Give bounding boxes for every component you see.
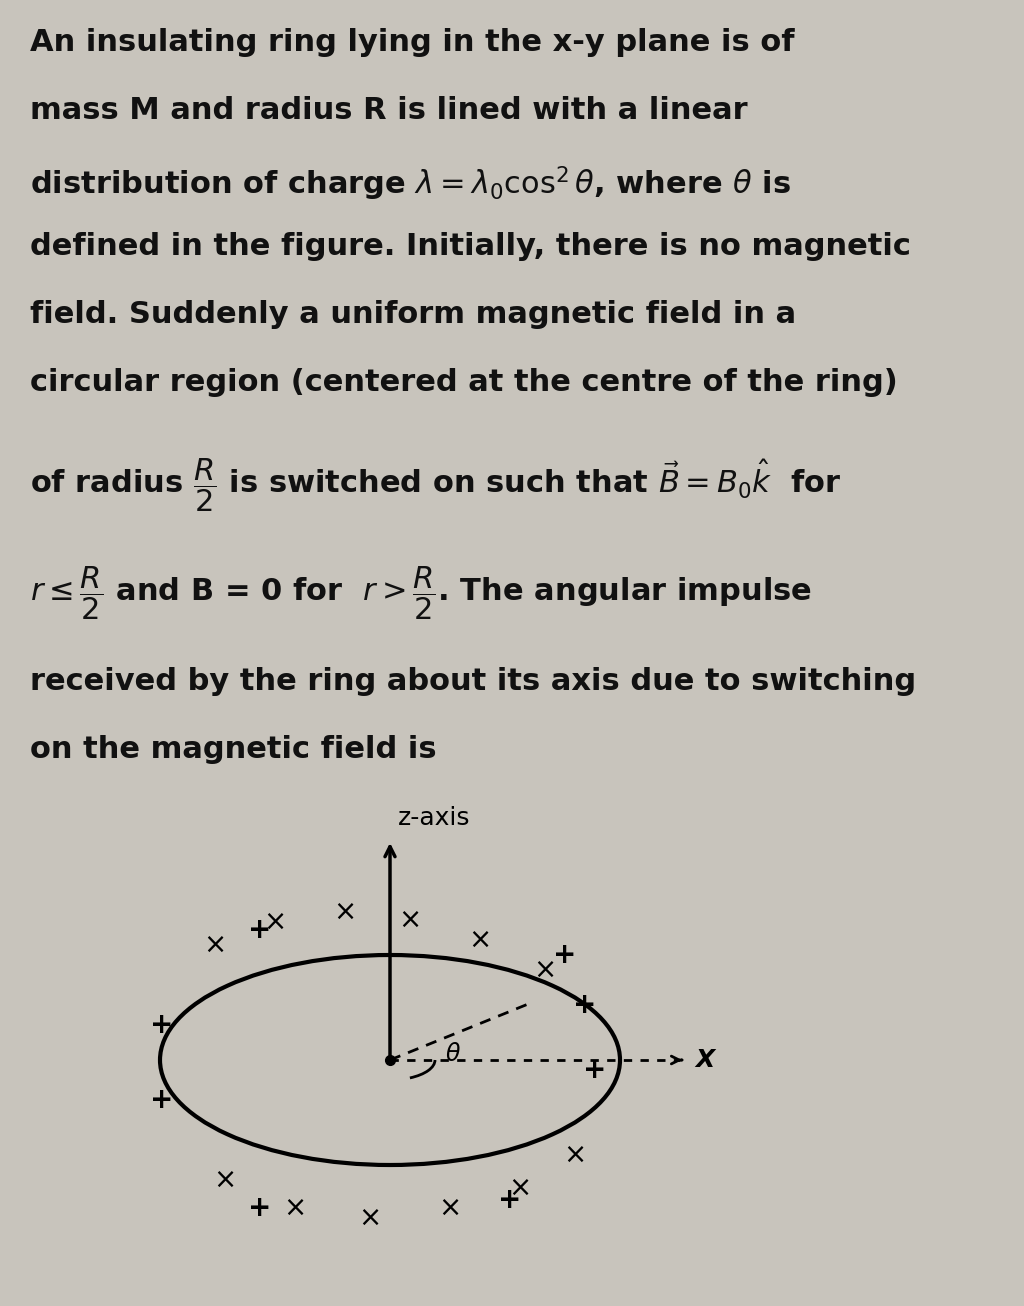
Text: +: + <box>553 942 577 969</box>
Text: +: + <box>151 1011 174 1040</box>
Text: ×: × <box>438 1194 462 1222</box>
Text: ×: × <box>204 931 226 959</box>
Text: ×: × <box>508 1174 531 1202</box>
Text: +: + <box>151 1087 174 1114</box>
Text: ×: × <box>334 899 356 926</box>
Text: ×: × <box>213 1166 237 1194</box>
Text: of radius $\dfrac{R}{2}$ is switched on such that $\vec{B} = B_0\hat{k}$  for: of radius $\dfrac{R}{2}$ is switched on … <box>30 456 842 513</box>
Text: ×: × <box>398 906 422 934</box>
Text: mass M and radius R is lined with a linear: mass M and radius R is lined with a line… <box>30 97 748 125</box>
Text: z-axis: z-axis <box>398 806 470 831</box>
Text: ×: × <box>534 956 557 983</box>
Text: defined in the figure. Initially, there is no magnetic: defined in the figure. Initially, there … <box>30 232 911 261</box>
Text: on the magnetic field is: on the magnetic field is <box>30 735 436 764</box>
Text: ×: × <box>284 1194 306 1222</box>
Text: +: + <box>248 1194 271 1222</box>
Text: circular region (centered at the centre of the ring): circular region (centered at the centre … <box>30 368 898 397</box>
Text: ×: × <box>563 1141 587 1169</box>
Text: received by the ring about its axis due to switching: received by the ring about its axis due … <box>30 667 916 696</box>
Text: field. Suddenly a uniform magnetic field in a: field. Suddenly a uniform magnetic field… <box>30 300 796 329</box>
Text: distribution of charge $\lambda = \lambda_0\cos^2\theta$, where $\theta$ is: distribution of charge $\lambda = \lambd… <box>30 165 791 202</box>
Text: +: + <box>248 916 271 944</box>
Text: ×: × <box>468 926 492 953</box>
Text: +: + <box>584 1057 606 1084</box>
Text: $r \leq \dfrac{R}{2}$ and B = 0 for  $r > \dfrac{R}{2}$. The angular impulse: $r \leq \dfrac{R}{2}$ and B = 0 for $r >… <box>30 564 812 622</box>
Text: +: + <box>499 1186 521 1215</box>
Text: ×: × <box>263 908 287 936</box>
Text: X: X <box>695 1047 715 1072</box>
Text: An insulating ring lying in the x-y plane is of: An insulating ring lying in the x-y plan… <box>30 27 795 57</box>
Text: ×: × <box>358 1204 382 1232</box>
Text: +: + <box>573 991 597 1019</box>
Text: $\theta$: $\theta$ <box>445 1042 461 1066</box>
